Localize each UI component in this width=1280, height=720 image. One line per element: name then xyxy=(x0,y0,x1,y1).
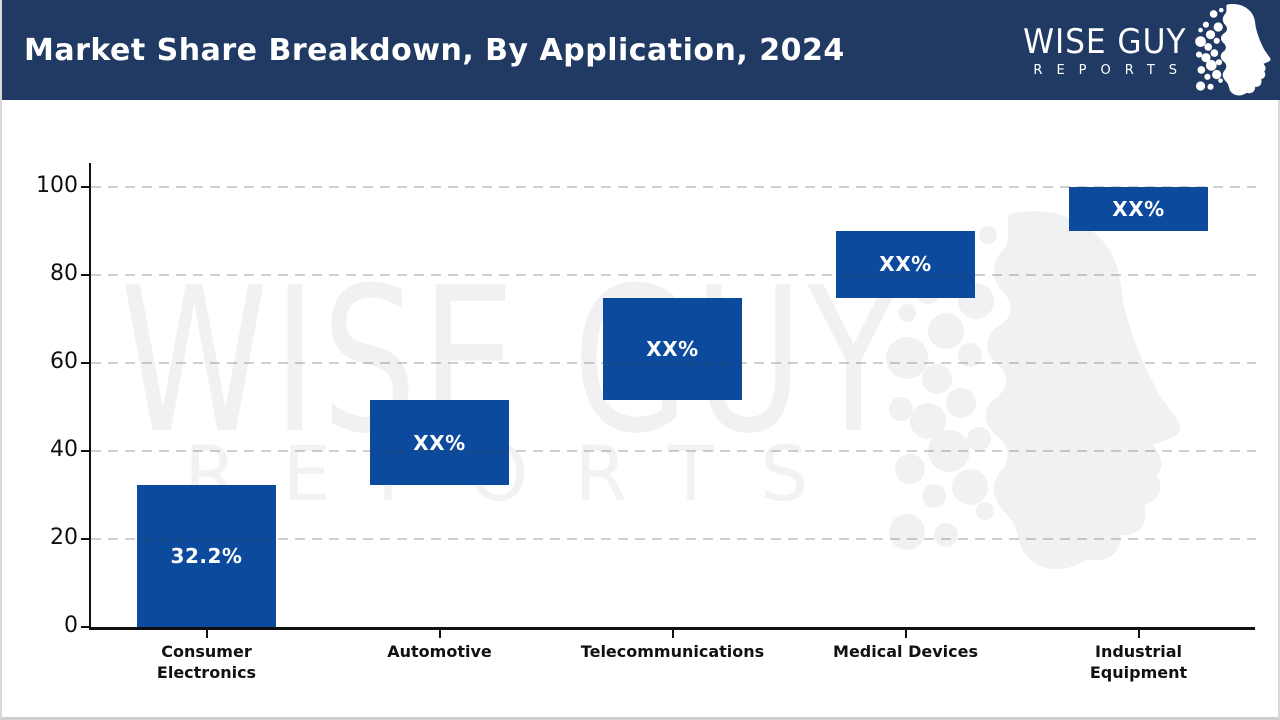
page-title: Market Share Breakdown, By Application, … xyxy=(24,32,845,68)
bar-medical-devices: XX% xyxy=(836,231,975,298)
logo-text: WISE GUY REPORTS xyxy=(1016,22,1194,78)
bar-value-label: XX% xyxy=(879,252,932,277)
header: Market Share Breakdown, By Application, … xyxy=(2,0,1280,100)
gridline-100 xyxy=(91,186,1256,188)
x-tick-label-4: Industrial Equipment xyxy=(1089,642,1188,682)
y-tick-80 xyxy=(81,274,89,276)
y-tick-label-60: 60 xyxy=(50,349,78,374)
x-tick-1 xyxy=(438,629,441,638)
y-tick-40 xyxy=(81,450,89,452)
bar-telecommunications: XX% xyxy=(603,297,742,400)
y-tick-20 xyxy=(81,538,89,540)
watermark-text-line2: REPORTS xyxy=(184,429,855,518)
x-tick-label-1: Automotive xyxy=(387,642,492,661)
bar-consumer-electronics: 32.2% xyxy=(137,485,276,627)
y-tick-100 xyxy=(81,186,89,188)
y-axis-line xyxy=(89,163,91,630)
y-tick-60 xyxy=(81,362,89,364)
gridline-20 xyxy=(91,538,1256,540)
bar-value-label: XX% xyxy=(1112,197,1165,221)
bar-automotive: XX% xyxy=(370,399,509,486)
x-tick-0 xyxy=(205,629,208,638)
bar-value-label: XX% xyxy=(646,336,699,361)
bar-value-label: XX% xyxy=(413,430,466,455)
watermark-text-line1: WISE GUY xyxy=(120,245,904,478)
bar-industrial-equipment: XX% xyxy=(1069,187,1208,231)
x-tick-label-0: Consumer Electronics xyxy=(156,642,257,682)
x-tick-label-3: Medical Devices xyxy=(833,642,978,661)
logo-wordmark: WISE GUY xyxy=(1023,22,1187,62)
x-axis-line xyxy=(89,627,1255,630)
x-tick-label-2: Telecommunications xyxy=(580,642,765,661)
y-tick-0 xyxy=(81,626,89,628)
x-tick-3 xyxy=(904,629,907,638)
y-tick-label-80: 80 xyxy=(50,261,78,286)
x-tick-4 xyxy=(1137,629,1140,638)
gridline-60 xyxy=(91,362,1256,364)
y-tick-label-40: 40 xyxy=(50,437,78,462)
y-tick-label-100: 100 xyxy=(36,173,78,198)
wiseguy-logo: WISE GUY REPORTS xyxy=(1016,0,1276,100)
logo-head-icon xyxy=(1195,4,1271,96)
watermark-head-icon xyxy=(886,211,1180,570)
bar-value-label: 32.2% xyxy=(170,544,243,569)
logo-subtitle: REPORTS xyxy=(1033,63,1192,78)
x-tick-2 xyxy=(671,629,674,638)
y-tick-label-20: 20 xyxy=(50,525,78,550)
gridline-80 xyxy=(91,274,1256,276)
gridline-40 xyxy=(91,450,1256,452)
y-tick-label-0: 0 xyxy=(64,613,78,638)
